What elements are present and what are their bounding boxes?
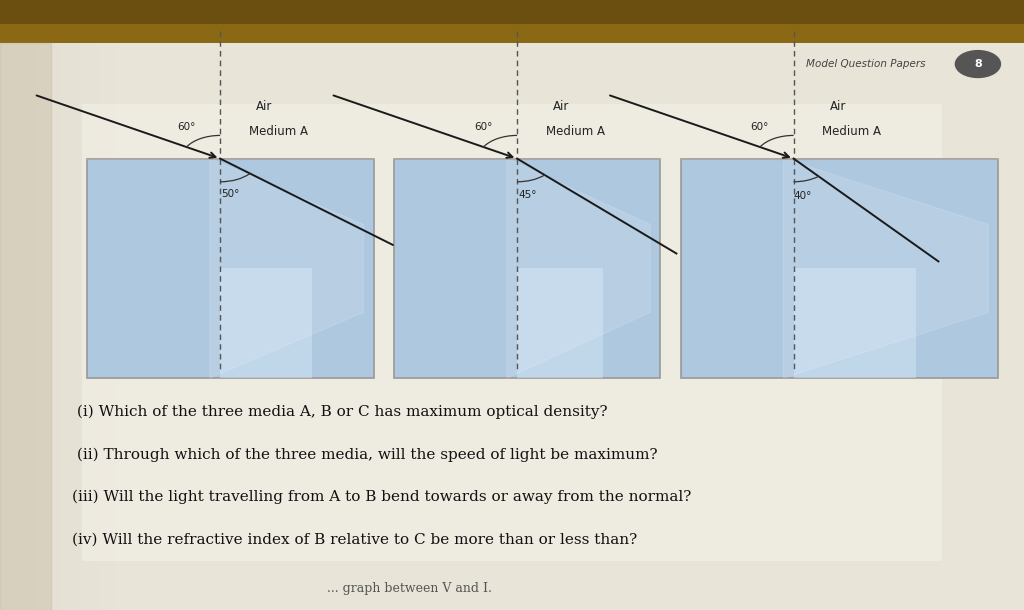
Bar xyxy=(49,43,55,610)
Text: (iii) Will the light travelling from A to B bend towards or away from the normal: (iii) Will the light travelling from A t… xyxy=(72,490,691,504)
Bar xyxy=(394,159,660,378)
Text: 60°: 60° xyxy=(177,123,196,132)
Bar xyxy=(220,268,312,378)
Text: ... graph between V and I.: ... graph between V and I. xyxy=(327,582,493,595)
Bar xyxy=(18,43,25,610)
Bar xyxy=(0,0,1024,43)
Text: 50°: 50° xyxy=(221,189,240,199)
Polygon shape xyxy=(783,159,988,378)
Bar xyxy=(0,43,6,610)
Bar xyxy=(98,43,104,610)
Text: Medium A: Medium A xyxy=(546,125,605,138)
Bar xyxy=(104,43,111,610)
Bar xyxy=(61,43,68,610)
Bar xyxy=(794,268,916,378)
Bar xyxy=(80,43,86,610)
Text: Air: Air xyxy=(553,100,569,113)
Circle shape xyxy=(955,51,1000,77)
Bar xyxy=(25,43,31,610)
Text: Air: Air xyxy=(829,100,846,113)
Text: 8: 8 xyxy=(974,59,982,69)
Bar xyxy=(517,268,603,378)
Text: 60°: 60° xyxy=(474,123,493,132)
Text: 60°: 60° xyxy=(751,123,769,132)
Bar xyxy=(117,43,123,610)
Text: Medium A: Medium A xyxy=(822,125,882,138)
Text: Medium A: Medium A xyxy=(249,125,308,138)
Bar xyxy=(12,43,18,610)
Text: 40°: 40° xyxy=(794,191,812,201)
Text: (i) Which of the three media A, B or C has maximum optical density?: (i) Which of the three media A, B or C h… xyxy=(72,404,607,419)
Bar xyxy=(681,159,998,378)
Bar xyxy=(31,43,37,610)
Bar xyxy=(43,43,49,610)
Text: (ii) Through which of the three media, will the speed of light be maximum?: (ii) Through which of the three media, w… xyxy=(72,447,657,462)
Bar xyxy=(82,104,942,561)
Bar xyxy=(87,159,374,378)
Bar xyxy=(6,43,12,610)
Text: 45°: 45° xyxy=(518,190,537,200)
Bar xyxy=(68,43,74,610)
Bar xyxy=(92,43,98,610)
Bar xyxy=(86,43,92,610)
Polygon shape xyxy=(507,159,650,378)
Bar xyxy=(37,43,43,610)
Bar xyxy=(111,43,117,610)
Bar xyxy=(74,43,80,610)
Polygon shape xyxy=(210,159,364,378)
Text: (iv) Will the refractive index of B relative to C be more than or less than?: (iv) Will the refractive index of B rela… xyxy=(72,533,637,547)
Bar xyxy=(0,0,1024,24)
Text: Model Question Papers: Model Question Papers xyxy=(806,59,925,69)
Text: Air: Air xyxy=(256,100,272,113)
Bar xyxy=(55,43,61,610)
